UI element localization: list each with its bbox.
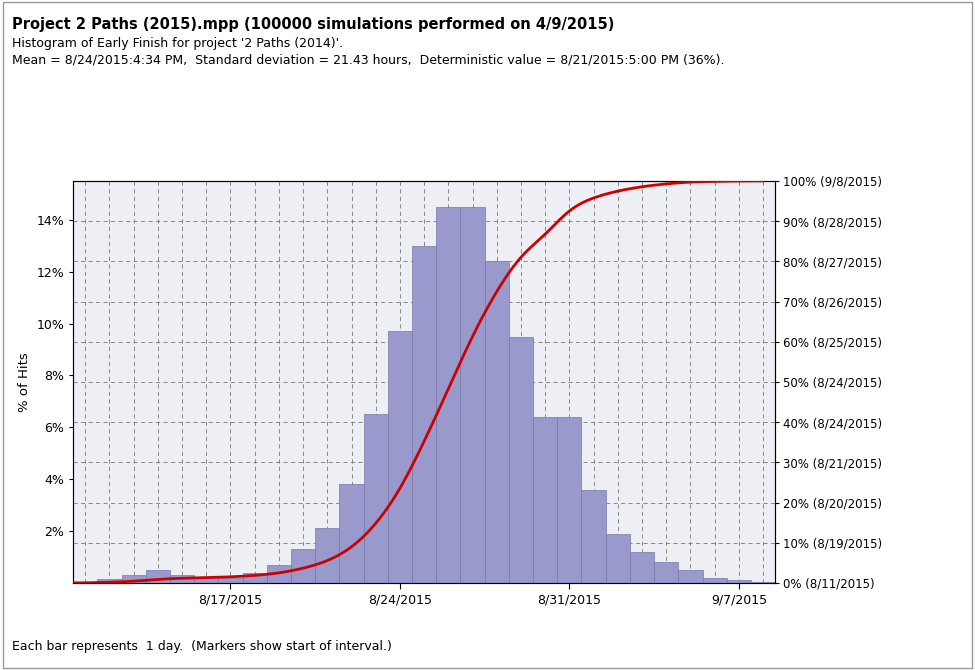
Bar: [751, 582, 775, 583]
Bar: [558, 417, 581, 583]
Text: Each bar represents  1 day.  (Markers show start of interval.): Each bar represents 1 day. (Markers show…: [12, 641, 392, 653]
Bar: [485, 261, 509, 583]
Bar: [436, 207, 460, 583]
Bar: [509, 336, 533, 583]
Bar: [194, 578, 218, 583]
Bar: [339, 484, 364, 583]
Bar: [388, 332, 412, 583]
Y-axis label: % of Hits: % of Hits: [18, 352, 30, 412]
Bar: [170, 575, 194, 583]
Bar: [315, 529, 339, 583]
Bar: [243, 573, 267, 583]
Bar: [291, 549, 315, 583]
Bar: [460, 207, 485, 583]
Bar: [267, 565, 291, 583]
Bar: [679, 570, 703, 583]
Bar: [122, 575, 145, 583]
Bar: [412, 246, 436, 583]
Bar: [73, 582, 98, 583]
Text: Project 2 Paths (2015).mpp (100000 simulations performed on 4/9/2015): Project 2 Paths (2015).mpp (100000 simul…: [12, 17, 614, 31]
Bar: [703, 578, 726, 583]
Bar: [533, 417, 558, 583]
Text: Mean = 8/24/2015:4:34 PM,  Standard deviation = 21.43 hours,  Deterministic valu: Mean = 8/24/2015:4:34 PM, Standard devia…: [12, 54, 724, 66]
Bar: [364, 414, 388, 583]
Bar: [630, 552, 654, 583]
Bar: [98, 579, 122, 583]
Bar: [581, 490, 605, 583]
Bar: [605, 533, 630, 583]
Bar: [726, 580, 751, 583]
Bar: [145, 570, 170, 583]
Bar: [218, 578, 243, 583]
Bar: [654, 562, 679, 583]
Text: Histogram of Early Finish for project '2 Paths (2014)'.: Histogram of Early Finish for project '2…: [12, 37, 343, 50]
